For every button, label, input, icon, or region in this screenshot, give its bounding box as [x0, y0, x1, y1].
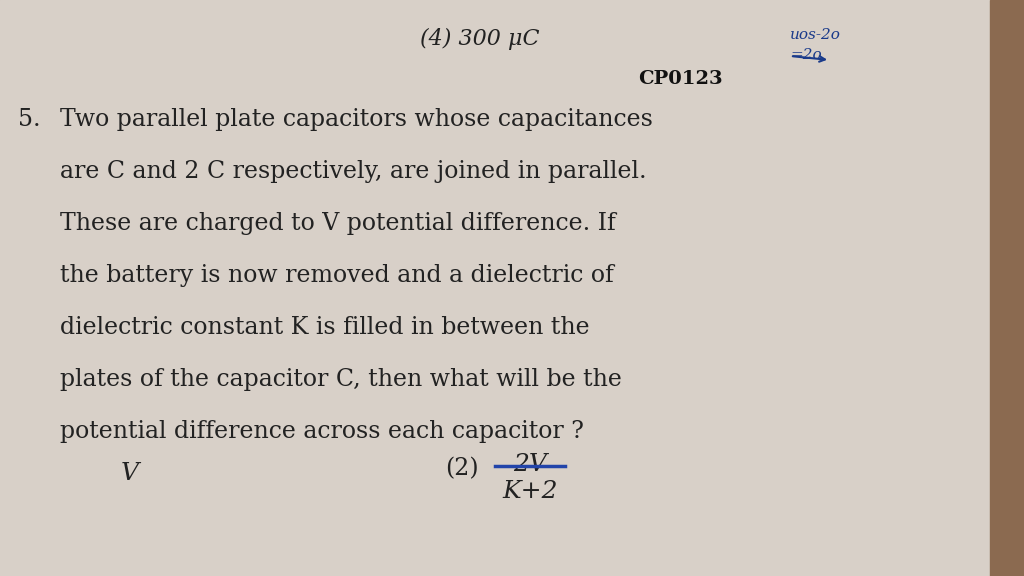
Text: (4) 300 μC: (4) 300 μC	[420, 28, 540, 50]
Text: 5.: 5.	[18, 108, 41, 131]
Text: V: V	[121, 462, 139, 485]
Text: =2o: =2o	[790, 48, 821, 62]
Text: the battery is now removed and a dielectric of: the battery is now removed and a dielect…	[60, 264, 613, 287]
Text: dielectric constant K is filled in between the: dielectric constant K is filled in betwe…	[60, 316, 590, 339]
Text: Two parallel plate capacitors whose capacitances: Two parallel plate capacitors whose capa…	[60, 108, 653, 131]
Text: potential difference across each capacitor ?: potential difference across each capacit…	[60, 420, 584, 443]
Text: are C and 2 C respectively, are joined in parallel.: are C and 2 C respectively, are joined i…	[60, 160, 646, 183]
Text: K+2: K+2	[502, 480, 558, 503]
Text: These are charged to V potential difference. If: These are charged to V potential differe…	[60, 212, 615, 235]
Bar	[990, 0, 1024, 576]
Text: plates of the capacitor C, then what will be the: plates of the capacitor C, then what wil…	[60, 368, 622, 391]
Text: CP0123: CP0123	[638, 70, 722, 88]
Text: uos-2o: uos-2o	[790, 28, 841, 42]
Text: (2): (2)	[445, 457, 478, 480]
Text: 2V: 2V	[513, 453, 547, 476]
